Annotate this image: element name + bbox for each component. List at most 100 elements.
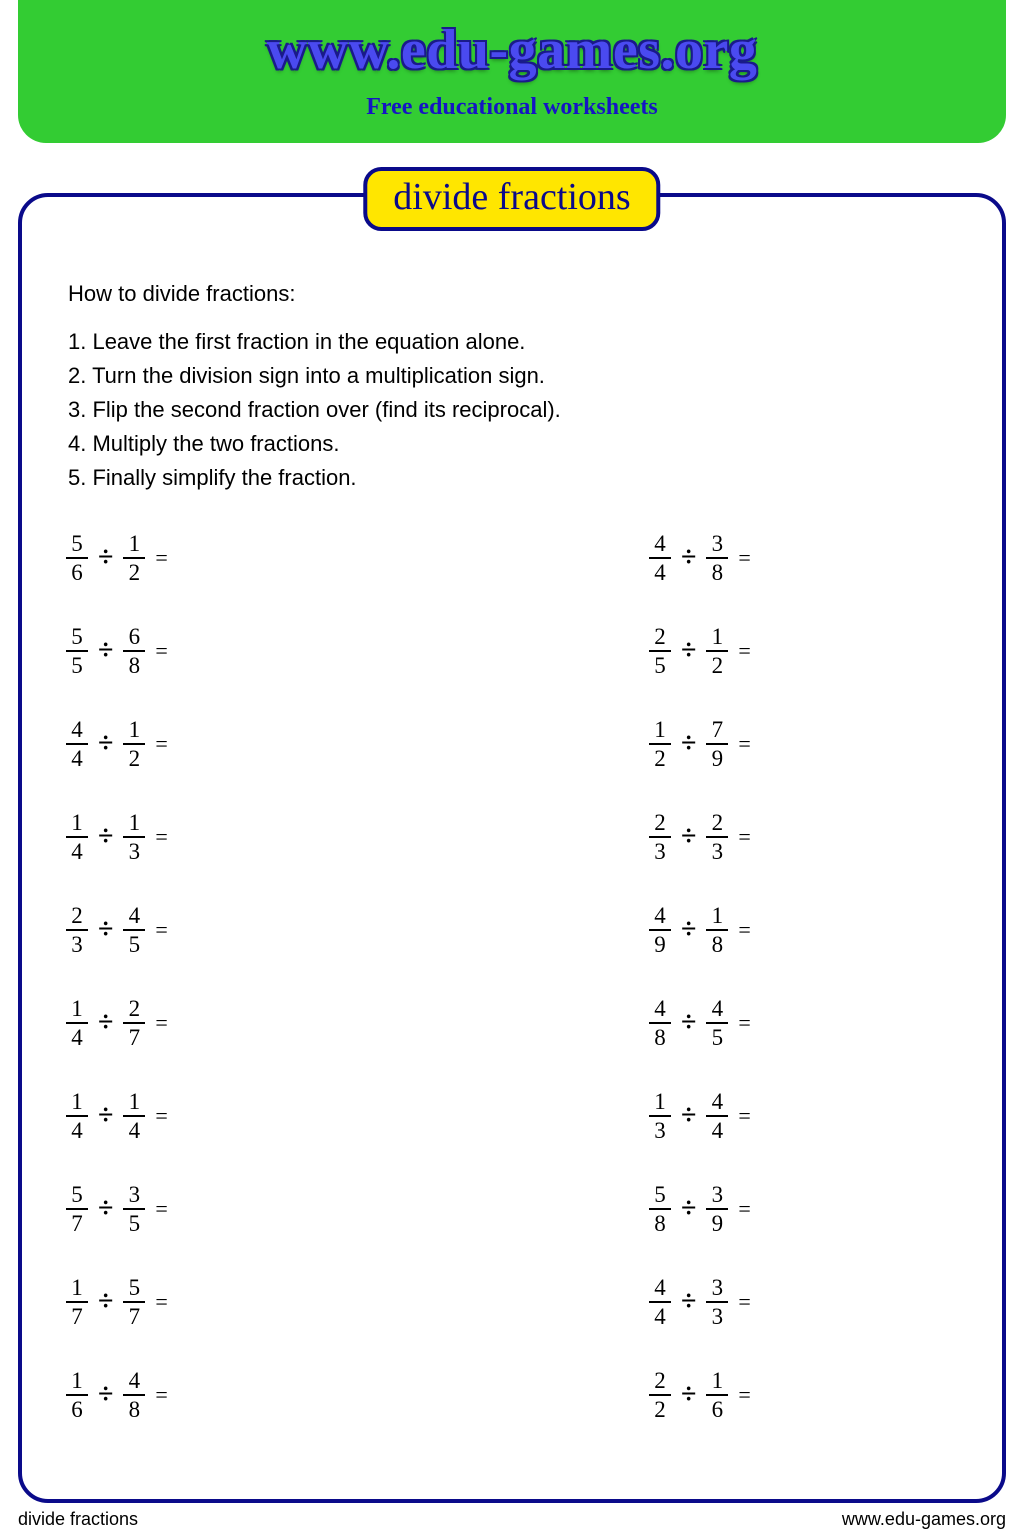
- problem: 49÷18=: [509, 904, 882, 956]
- fraction: 16: [66, 1369, 88, 1421]
- numerator: 3: [708, 532, 728, 555]
- denominator: 8: [125, 654, 145, 677]
- denominator: 2: [125, 747, 145, 770]
- fraction-bar: [649, 557, 671, 559]
- fraction-bar: [66, 1301, 88, 1303]
- operator: ÷: [98, 1193, 113, 1225]
- fraction-bar: [123, 929, 145, 931]
- fraction-bar: [123, 1208, 145, 1210]
- problem: 13÷44=: [509, 1090, 882, 1142]
- fraction-bar: [649, 1022, 671, 1024]
- fraction: 44: [649, 532, 671, 584]
- operator: ÷: [98, 728, 113, 760]
- equals-sign: =: [155, 638, 167, 664]
- equals-sign: =: [155, 1289, 167, 1315]
- numerator: 1: [67, 997, 87, 1020]
- fraction: 16: [706, 1369, 728, 1421]
- numerator: 3: [125, 1183, 145, 1206]
- fraction: 44: [706, 1090, 728, 1142]
- problem: 58÷39=: [509, 1183, 882, 1235]
- equals-sign: =: [738, 638, 750, 664]
- denominator: 9: [650, 933, 670, 956]
- denominator: 4: [67, 1026, 87, 1049]
- fraction-bar: [706, 836, 728, 838]
- numerator: 1: [67, 811, 87, 834]
- fraction-bar: [123, 557, 145, 559]
- equals-sign: =: [155, 1196, 167, 1222]
- fraction: 25: [649, 625, 671, 677]
- fraction-bar: [66, 836, 88, 838]
- instruction-line: 2. Turn the division sign into a multipl…: [68, 359, 962, 393]
- denominator: 2: [650, 747, 670, 770]
- denominator: 8: [125, 1398, 145, 1421]
- fraction-bar: [66, 1394, 88, 1396]
- fraction-bar: [649, 1208, 671, 1210]
- numerator: 5: [67, 1183, 87, 1206]
- fraction: 22: [649, 1369, 671, 1421]
- problem: 57÷35=: [66, 1183, 439, 1235]
- instruction-line: 4. Multiply the two fractions.: [68, 427, 962, 461]
- equals-sign: =: [738, 824, 750, 850]
- denominator: 2: [125, 561, 145, 584]
- fraction-bar: [123, 1301, 145, 1303]
- denominator: 6: [67, 1398, 87, 1421]
- numerator: 4: [125, 904, 145, 927]
- fraction-bar: [649, 1115, 671, 1117]
- instructions: How to divide fractions: 1. Leave the fi…: [68, 277, 962, 496]
- denominator: 4: [67, 747, 87, 770]
- fraction: 23: [66, 904, 88, 956]
- numerator: 1: [708, 1369, 728, 1392]
- fraction: 48: [649, 997, 671, 1049]
- numerator: 4: [125, 1369, 145, 1392]
- denominator: 8: [708, 561, 728, 584]
- fraction: 13: [649, 1090, 671, 1142]
- fraction-bar: [706, 929, 728, 931]
- operator: ÷: [98, 1286, 113, 1318]
- numerator: 1: [708, 904, 728, 927]
- problems-grid: 56÷12=44÷38=55÷68=25÷12=44÷12=12÷79=14÷1…: [62, 532, 962, 1421]
- fraction: 44: [649, 1276, 671, 1328]
- numerator: 2: [650, 811, 670, 834]
- equals-sign: =: [738, 1103, 750, 1129]
- fraction: 55: [66, 625, 88, 677]
- worksheet-box: divide fractions How to divide fractions…: [18, 193, 1006, 1503]
- operator: ÷: [98, 821, 113, 853]
- fraction-bar: [649, 743, 671, 745]
- numerator: 2: [67, 904, 87, 927]
- operator: ÷: [681, 1193, 696, 1225]
- numerator: 5: [67, 625, 87, 648]
- denominator: 6: [67, 561, 87, 584]
- fraction: 17: [66, 1276, 88, 1328]
- denominator: 3: [125, 840, 145, 863]
- numerator: 2: [708, 811, 728, 834]
- denominator: 7: [125, 1026, 145, 1049]
- numerator: 1: [650, 1090, 670, 1113]
- operator: ÷: [681, 542, 696, 574]
- problem: 44÷38=: [509, 532, 882, 584]
- operator: ÷: [98, 914, 113, 946]
- numerator: 2: [125, 997, 145, 1020]
- denominator: 6: [708, 1398, 728, 1421]
- fraction: 49: [649, 904, 671, 956]
- fraction-bar: [66, 743, 88, 745]
- denominator: 7: [67, 1212, 87, 1235]
- fraction: 48: [123, 1369, 145, 1421]
- fraction-bar: [706, 1022, 728, 1024]
- denominator: 7: [125, 1305, 145, 1328]
- fraction: 23: [649, 811, 671, 863]
- fraction: 44: [66, 718, 88, 770]
- denominator: 3: [650, 1119, 670, 1142]
- numerator: 1: [650, 718, 670, 741]
- site-subtitle: Free educational worksheets: [18, 94, 1006, 121]
- denominator: 4: [708, 1119, 728, 1142]
- denominator: 4: [67, 1119, 87, 1142]
- fraction-bar: [649, 1394, 671, 1396]
- denominator: 5: [125, 933, 145, 956]
- problem: 14÷27=: [66, 997, 439, 1049]
- fraction-bar: [123, 743, 145, 745]
- numerator: 1: [125, 718, 145, 741]
- fraction-bar: [66, 650, 88, 652]
- fraction: 14: [66, 811, 88, 863]
- fraction: 12: [706, 625, 728, 677]
- denominator: 5: [650, 654, 670, 677]
